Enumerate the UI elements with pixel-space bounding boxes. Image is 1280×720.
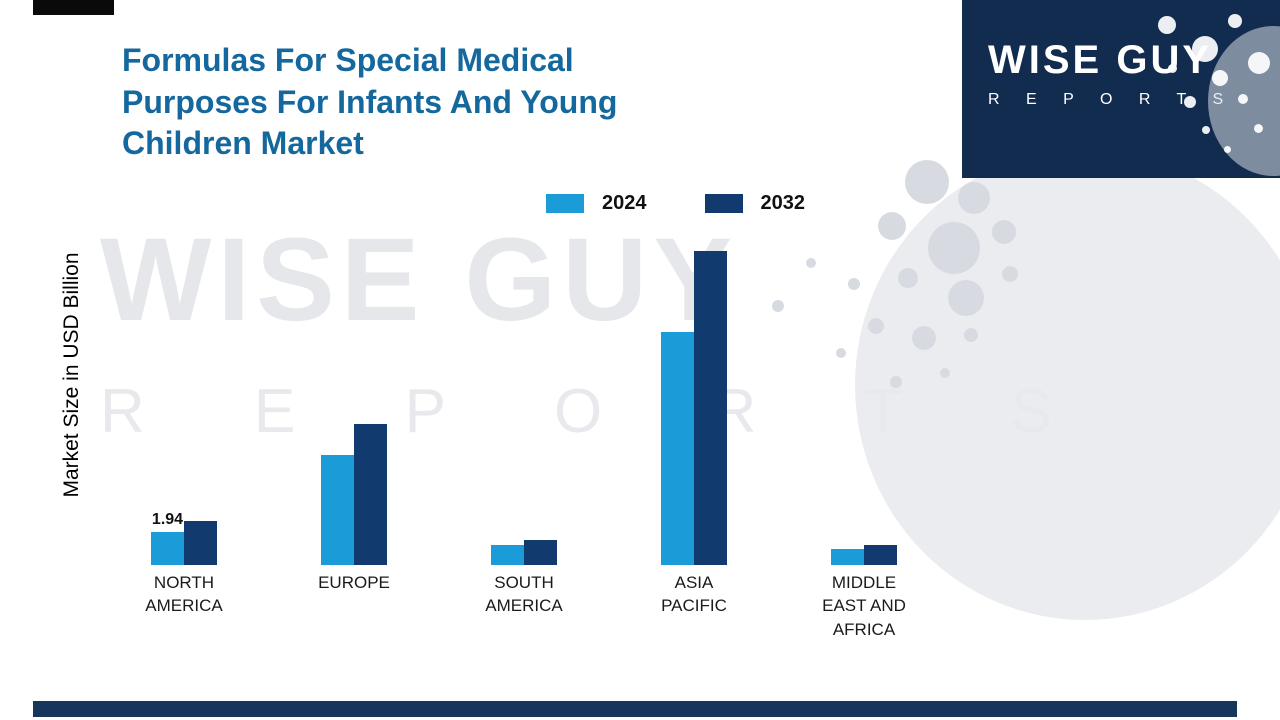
decorative-dot (848, 278, 860, 290)
bar-2032-asia-pacific (694, 250, 727, 565)
decorative-dot (905, 160, 949, 204)
logo-dot (1202, 126, 1210, 134)
decorative-dot (992, 220, 1016, 244)
bar-group-south-america: SOUTH AMERICA (439, 225, 609, 615)
logo-dot (1168, 64, 1177, 73)
decorative-dot (912, 326, 936, 350)
logo-subtitle: R E P O R T S (988, 91, 1235, 108)
chart-title: Formulas For Special Medical Purposes Fo… (122, 40, 782, 165)
decorative-dot (958, 182, 990, 214)
logo-dot (1158, 16, 1176, 34)
chart-title-line-2: Purposes For Infants And Young (122, 83, 618, 120)
bar-2024-middle-east-and-africa (831, 548, 864, 565)
logo-dot (1192, 36, 1218, 62)
value-label: 1.94 (151, 511, 184, 529)
category-label-europe: EUROPE (318, 573, 390, 592)
legend: 2024 2032 (546, 192, 805, 215)
logo-wordmark: WISE GUY (988, 38, 1213, 82)
chart-title-line-3: Children Market (122, 125, 364, 162)
legend-item-2032: 2032 (704, 192, 806, 215)
decorative-dot (836, 348, 846, 358)
decorative-dot (1002, 266, 1018, 282)
bar-2032-north-america (184, 520, 217, 565)
logo-box: WISE GUY R E P O R T S (962, 0, 1280, 178)
legend-label-2032: 2032 (760, 192, 806, 214)
decorative-dot (878, 212, 906, 240)
category-label-asia-pacific: ASIA PACIFIC (661, 573, 727, 616)
chart-title-line-1: Formulas For Special Medical (122, 42, 574, 78)
bar-2024-north-america: 1.94 (151, 511, 184, 565)
logo-dot (1254, 124, 1263, 133)
decorative-dot (898, 268, 918, 288)
category-label-north-america: NORTH AMERICA (145, 573, 223, 616)
legend-swatch-2032 (704, 194, 743, 213)
logo-dot (1248, 52, 1270, 74)
logo-dot (1212, 70, 1228, 86)
logo-dot (1228, 14, 1242, 28)
logo-dot (1224, 146, 1231, 153)
bar-group-europe: EUROPE (269, 225, 439, 592)
legend-label-2024: 2024 (602, 192, 647, 214)
bar-2032-middle-east-and-africa (864, 544, 897, 565)
decorative-dot (868, 318, 884, 334)
category-label-south-america: SOUTH AMERICA (485, 573, 563, 616)
decorative-dot (948, 280, 984, 316)
logo-dot (1238, 94, 1248, 104)
decorative-dot (940, 368, 950, 378)
legend-item-2024: 2024 (546, 192, 647, 215)
y-axis-label: Market Size in USD Billion (60, 252, 83, 498)
bar-chart-plot: 1.94 NORTH AMERICA EUROPE SOUTH AMERICA ASIA… (99, 225, 949, 639)
bar-2024-south-america (491, 544, 524, 565)
logo-wordmark-group: WISE GUY R E P O R T S (988, 38, 1234, 109)
top-left-strip (33, 0, 114, 15)
bar-group-asia-pacific: ASIA PACIFIC (609, 225, 779, 615)
category-label-middle-east-and-africa: MIDDLE EAST AND AFRICA (822, 573, 906, 639)
face-silhouette-circle (855, 150, 1280, 620)
bar-group-middle-east-and-africa: MIDDLE EAST AND AFRICA (779, 225, 949, 639)
logo-dot (1184, 96, 1196, 108)
bar-2024-asia-pacific (661, 332, 694, 565)
decorative-dot (928, 222, 980, 274)
decorative-dot (964, 328, 978, 342)
bar-2032-europe (354, 423, 387, 565)
bar-2032-south-america (524, 539, 557, 565)
footer-strip (33, 701, 1237, 717)
bar-2024-europe (321, 454, 354, 565)
decorative-dot (890, 376, 902, 388)
legend-swatch-2024 (546, 194, 584, 213)
bar-group-north-america: 1.94 NORTH AMERICA (99, 225, 269, 615)
decorative-dot (772, 300, 784, 312)
decorative-dot (806, 258, 816, 268)
